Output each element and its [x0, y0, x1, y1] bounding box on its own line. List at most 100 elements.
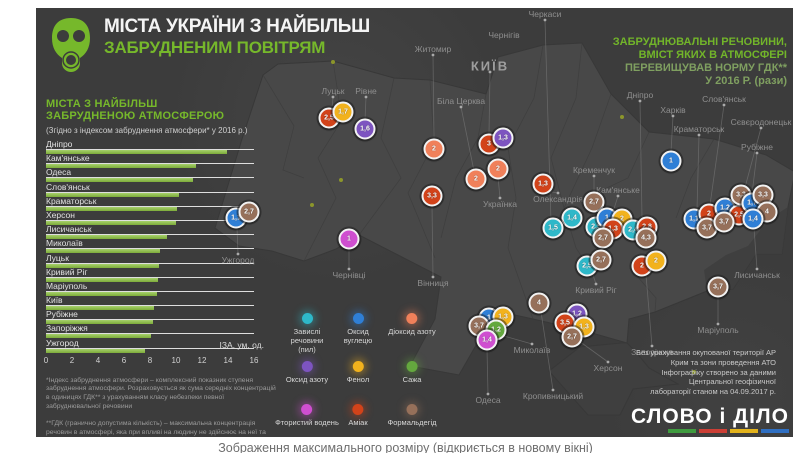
pollution-marker: 1,3: [532, 173, 554, 195]
legend-dot: [352, 361, 364, 372]
source-note: Без урахування окупованої території АР К…: [636, 348, 776, 397]
legend-dot: [352, 404, 364, 415]
legend-dot: [406, 313, 418, 324]
pollution-marker: 1,4: [561, 207, 583, 229]
oblast-borders: [262, 42, 715, 320]
minor-city-dot: [339, 178, 343, 182]
bar-fill: [46, 220, 176, 225]
legend-dot: [301, 404, 313, 415]
title-line2: ЗАБРУДНЕНИМ ПОВІТРЯМ: [104, 38, 326, 57]
axis-unit-label: ІЗА, ум. од.: [219, 339, 264, 350]
city-label: Миколаїв: [513, 345, 551, 355]
chart-heading-line2: ЗАБРУДНЕНОЮ АТМОСФЕРОЮ: [46, 110, 225, 122]
bar-row: Херсон: [46, 209, 286, 225]
city-label: Біла Церква: [436, 96, 486, 106]
chart-subtitle: (Згідно з індексом забруднення атмосфери…: [46, 126, 248, 135]
bar-track: [46, 248, 254, 250]
footnote-2: **ГДК (гранично допустима кількість) – м…: [46, 420, 266, 436]
bar-city-label: Луцьк: [46, 252, 69, 263]
bar-city-label: Одеса: [46, 167, 72, 178]
pollution-marker: 4: [528, 292, 550, 314]
bar-row: Дніпро: [46, 140, 286, 154]
city-label: Українка: [483, 199, 517, 209]
pollution-marker: 2,7: [592, 227, 614, 249]
bar-fill: [46, 235, 167, 240]
pollution-marker: 3,3: [752, 184, 774, 206]
source-line: Інфографіку створено за даними: [661, 367, 776, 377]
bar-row: Рубіжне: [46, 310, 286, 325]
city-label: Маріуполь: [697, 325, 739, 335]
legend-item: Аміак: [348, 404, 368, 428]
bar-track: [46, 234, 254, 236]
axis-tick: 10: [171, 355, 181, 365]
legend-item: Формальдегід: [388, 404, 436, 428]
pollutants-note-line: ЗАБРУДНЮВАЛЬНІ РЕЧОВИНИ,: [612, 36, 787, 48]
x-axis: ІЗА, ум. од. 0 2 4 6 8 10 12 14 16: [44, 340, 264, 368]
logo-text: СЛОВО і ДІЛО: [630, 405, 789, 428]
logo-bar-blue: [761, 429, 789, 433]
legend-label: Завислі речовини (пил): [290, 327, 324, 354]
city-label: Кропивницький: [522, 391, 584, 401]
pollution-marker: 3,7: [713, 211, 735, 233]
bar-city-label: Херсон: [46, 209, 75, 220]
axis-tick: 16: [249, 355, 259, 365]
bar-track: [46, 205, 254, 207]
bar-fill: [46, 306, 154, 311]
bar-fill: [46, 291, 157, 296]
city-label: Черкаси: [528, 9, 562, 19]
bar-track: [46, 290, 254, 292]
pollutants-note: ЗАБРУДНЮВАЛЬНІ РЕЧОВИНИ, ВМІСТ ЯКИХ В АТ…: [613, 36, 787, 88]
bar-row: Кривий Ріг: [46, 267, 286, 282]
source-line: Центральної геофізичної: [688, 377, 776, 387]
pollution-marker: 2: [645, 250, 667, 272]
bar-fill: [46, 192, 179, 197]
bar-row: Київ: [46, 296, 286, 311]
bar-track: [46, 319, 254, 321]
city-label: Рівне: [355, 86, 377, 96]
footnote-1: *Індекс забруднення атмосфери – комплекс…: [46, 376, 276, 410]
crimea-outline: [548, 342, 680, 416]
legend-label: Діоксид азоту: [388, 327, 436, 336]
source-line: Без урахування окупованої території АР: [636, 348, 776, 357]
full-size-image-link[interactable]: Зображення максимального розміру (відкри…: [218, 441, 593, 453]
city-label: Кривий Ріг: [575, 285, 617, 295]
city-label: Дніпро: [626, 90, 654, 100]
pollutants-note-line: ВМІСТ ЯКИХ В АТМОСФЕРІ: [638, 49, 787, 61]
bar-city-label: Слов'янськ: [46, 181, 90, 192]
bar-track: [46, 347, 254, 349]
bar-row: Луцьк: [46, 252, 286, 268]
bar-row: Одеса: [46, 167, 286, 183]
pollution-marker: 1: [338, 228, 360, 250]
pollution-marker: 2,7: [583, 191, 605, 213]
city-label: Херсон: [593, 363, 623, 373]
city-label: Вінниця: [417, 278, 449, 288]
city-label: Лисичанськ: [734, 270, 780, 280]
pollution-marker: 1,7: [332, 101, 354, 123]
pollution-marker: 2,7: [561, 326, 583, 348]
city-label: КИЇВ: [470, 58, 510, 74]
bar-city-label: Запоріжжя: [46, 323, 88, 334]
legend-item: Оксид вуглецю: [335, 313, 381, 346]
minor-city-dot: [692, 370, 696, 374]
legend-item: Фенол: [347, 361, 369, 385]
legend-label: Аміак: [348, 418, 368, 427]
city-label: Чернігів: [488, 30, 520, 40]
pollution-marker: 1,4: [476, 329, 498, 351]
legend-label: Оксид вуглецю: [343, 327, 373, 345]
bar-city-label: Дніпро: [46, 139, 73, 149]
bar-row: Слов'янськ: [46, 181, 286, 197]
bar-city-label: Лисичанськ: [46, 224, 92, 235]
source-line: лабораторії станом на 04.09.2017 р.: [650, 387, 776, 397]
legend-dot: [406, 404, 418, 415]
bar-city-label: Кам'янське: [46, 153, 90, 164]
pollution-marker: 2: [423, 138, 445, 160]
bar-city-label: Краматорськ: [46, 195, 97, 206]
bar-fill: [46, 150, 227, 154]
logo-bar-red: [699, 429, 727, 433]
legend-item: Завислі речовини (пил): [281, 313, 333, 354]
bar-row: Миколаїв: [46, 239, 286, 254]
bar-fill: [46, 348, 145, 353]
city-label: Краматорськ: [673, 124, 725, 134]
bar-fill: [46, 277, 158, 282]
bar-track: [46, 333, 254, 335]
